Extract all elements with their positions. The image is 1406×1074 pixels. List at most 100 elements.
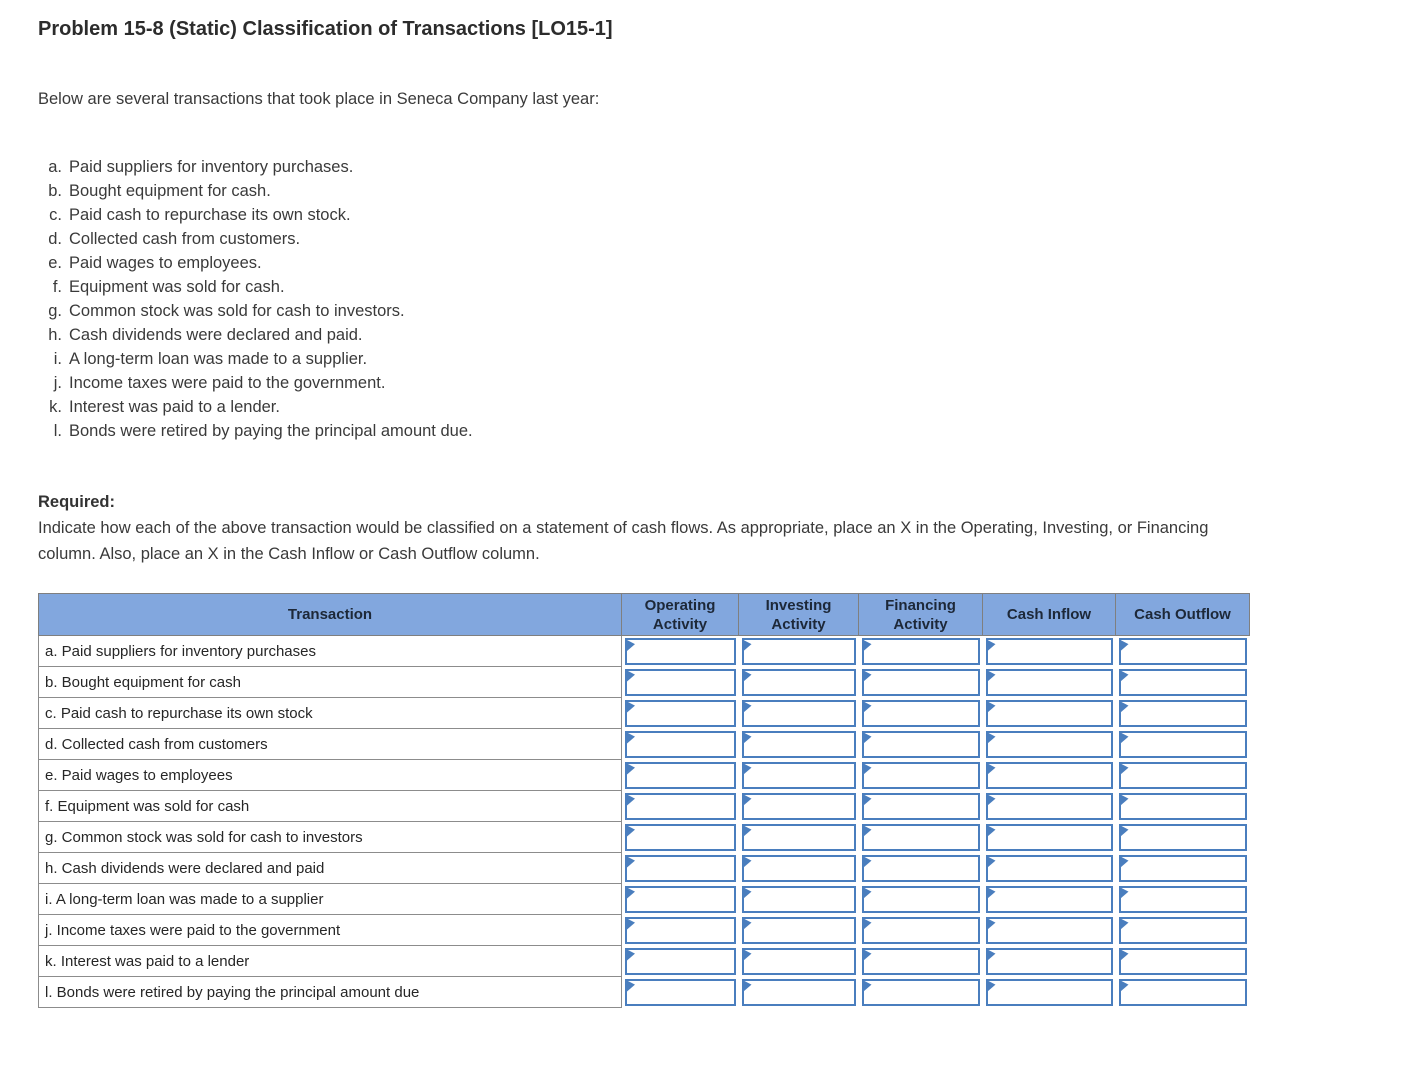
- dropdown-flag-icon: [627, 856, 635, 868]
- dropdown-flag-icon: [743, 918, 752, 930]
- financing-activity-input[interactable]: [861, 854, 980, 882]
- financing-activity-input[interactable]: [861, 947, 980, 975]
- investing-activity-input[interactable]: [741, 699, 856, 727]
- list-item-letter: e.: [48, 254, 62, 272]
- operating-activity-input[interactable]: [625, 885, 736, 913]
- cash-outflow-input[interactable]: [1118, 730, 1247, 758]
- cash-outflow-input[interactable]: [1118, 916, 1247, 944]
- intro-text: Below are several transactions that took…: [38, 90, 600, 108]
- investing-activity-input[interactable]: [741, 638, 856, 665]
- financing-activity-input[interactable]: [861, 823, 980, 851]
- cash-inflow-input[interactable]: [985, 668, 1113, 696]
- dropdown-flag-icon: [863, 732, 872, 744]
- list-item-text: Interest was paid to a lender.: [69, 398, 280, 416]
- financing-activity-input[interactable]: [861, 792, 980, 820]
- cash-inflow-input[interactable]: [985, 885, 1113, 913]
- cash-outflow-input[interactable]: [1118, 638, 1247, 665]
- required-section: Required: Indicate how each of the above…: [38, 489, 1218, 567]
- investing-activity-input[interactable]: [741, 916, 856, 944]
- cash-inflow-input[interactable]: [985, 792, 1113, 820]
- financing-activity-input[interactable]: [861, 638, 980, 665]
- dropdown-flag-icon: [1120, 640, 1129, 651]
- operating-activity-input[interactable]: [625, 947, 736, 975]
- dropdown-flag-icon: [1120, 701, 1129, 713]
- operating-activity-input[interactable]: [625, 699, 736, 727]
- financing-activity-input[interactable]: [861, 730, 980, 758]
- investing-activity-input[interactable]: [741, 823, 856, 851]
- dropdown-flag-icon: [863, 670, 872, 682]
- transaction-cell: d. Collected cash from customers: [38, 728, 622, 760]
- dropdown-flag-icon: [1120, 763, 1129, 775]
- cash-outflow-input[interactable]: [1118, 792, 1247, 820]
- list-item-text: Cash dividends were declared and paid.: [69, 326, 363, 344]
- dropdown-flag-icon: [627, 980, 635, 992]
- cash-outflow-input[interactable]: [1118, 885, 1247, 913]
- cash-outflow-input[interactable]: [1118, 668, 1247, 696]
- operating-activity-input[interactable]: [625, 638, 736, 665]
- financing-activity-input[interactable]: [861, 699, 980, 727]
- cash-inflow-input[interactable]: [985, 854, 1113, 882]
- cash-inflow-input[interactable]: [985, 699, 1113, 727]
- dropdown-flag-icon: [627, 732, 635, 744]
- cash-inflow-input[interactable]: [985, 916, 1113, 944]
- cash-outflow-input[interactable]: [1118, 947, 1247, 975]
- investing-activity-input[interactable]: [741, 978, 856, 1006]
- table-row: h. Cash dividends were declared and paid: [38, 852, 1250, 884]
- dropdown-flag-icon: [743, 887, 752, 899]
- investing-activity-input[interactable]: [741, 947, 856, 975]
- financing-activity-input[interactable]: [861, 761, 980, 789]
- dropdown-flag-icon: [627, 640, 635, 651]
- dropdown-flag-icon: [1120, 949, 1129, 961]
- transaction-cell: i. A long-term loan was made to a suppli…: [38, 883, 622, 915]
- transaction-cell: b. Bought equipment for cash: [38, 666, 622, 698]
- operating-activity-input[interactable]: [625, 668, 736, 696]
- operating-activity-input[interactable]: [625, 916, 736, 944]
- financing-activity-input[interactable]: [861, 978, 980, 1006]
- cash-inflow-input[interactable]: [985, 638, 1113, 665]
- list-item: f. Equipment was sold for cash.: [38, 275, 1368, 299]
- investing-activity-input[interactable]: [741, 668, 856, 696]
- dropdown-flag-icon: [743, 980, 752, 992]
- cash-outflow-input[interactable]: [1118, 978, 1247, 1006]
- header-cash-outflow: Cash Outflow: [1115, 593, 1250, 636]
- list-item-text: Paid wages to employees.: [69, 254, 262, 272]
- cash-outflow-input[interactable]: [1118, 854, 1247, 882]
- dropdown-flag-icon: [1120, 670, 1129, 682]
- dropdown-flag-icon: [987, 980, 996, 992]
- transaction-cell: k. Interest was paid to a lender: [38, 945, 622, 977]
- financing-activity-input[interactable]: [861, 668, 980, 696]
- cash-inflow-input[interactable]: [985, 730, 1113, 758]
- financing-activity-input[interactable]: [861, 885, 980, 913]
- cash-inflow-input[interactable]: [985, 823, 1113, 851]
- operating-activity-input[interactable]: [625, 761, 736, 789]
- cash-outflow-input[interactable]: [1118, 699, 1247, 727]
- cash-inflow-input[interactable]: [985, 761, 1113, 789]
- investing-activity-input[interactable]: [741, 761, 856, 789]
- cash-inflow-input[interactable]: [985, 978, 1113, 1006]
- problem-page: Problem 15-8 (Static) Classification of …: [38, 18, 1368, 1008]
- dropdown-flag-icon: [627, 763, 635, 775]
- financing-activity-input[interactable]: [861, 916, 980, 944]
- dropdown-flag-icon: [627, 670, 635, 682]
- table-row: f. Equipment was sold for cash: [38, 790, 1250, 822]
- table-row: g. Common stock was sold for cash to inv…: [38, 821, 1250, 853]
- transaction-cell: a. Paid suppliers for inventory purchase…: [38, 635, 622, 667]
- investing-activity-input[interactable]: [741, 854, 856, 882]
- investing-activity-input[interactable]: [741, 885, 856, 913]
- header-operating-activity: Operating Activity: [621, 593, 739, 636]
- operating-activity-input[interactable]: [625, 792, 736, 820]
- operating-activity-input[interactable]: [625, 854, 736, 882]
- operating-activity-input[interactable]: [625, 823, 736, 851]
- operating-activity-input[interactable]: [625, 730, 736, 758]
- dropdown-flag-icon: [1120, 887, 1129, 899]
- transaction-cell: l. Bonds were retired by paying the prin…: [38, 976, 622, 1008]
- cash-inflow-input[interactable]: [985, 947, 1113, 975]
- cash-outflow-input[interactable]: [1118, 823, 1247, 851]
- investing-activity-input[interactable]: [741, 730, 856, 758]
- dropdown-flag-icon: [1120, 856, 1129, 868]
- operating-activity-input[interactable]: [625, 978, 736, 1006]
- classification-table: Transaction Operating Activity Investing…: [38, 593, 1250, 1008]
- dropdown-flag-icon: [863, 980, 872, 992]
- investing-activity-input[interactable]: [741, 792, 856, 820]
- cash-outflow-input[interactable]: [1118, 761, 1247, 789]
